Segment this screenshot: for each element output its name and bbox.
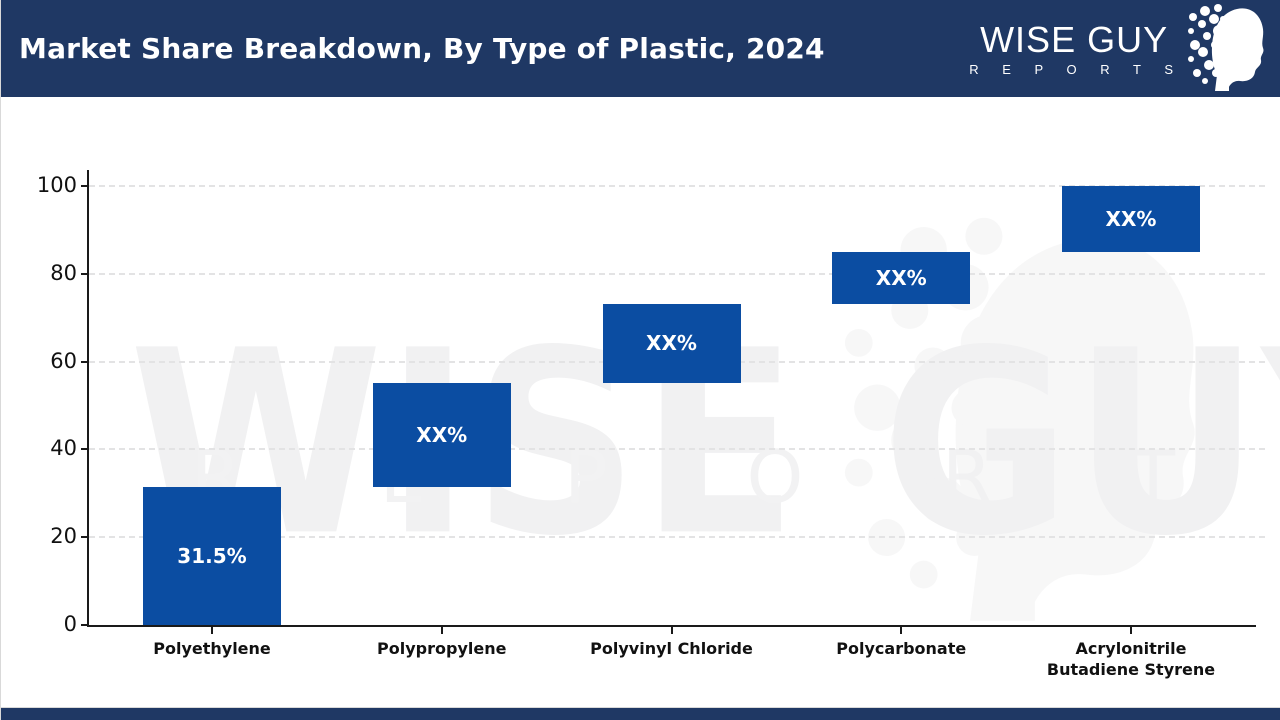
x-axis-label: Polyethylene xyxy=(92,639,332,660)
y-tick xyxy=(81,185,89,187)
y-tick-label: 0 xyxy=(63,612,77,636)
bar: XX% xyxy=(372,382,511,487)
head-silhouette-icon xyxy=(1185,3,1267,95)
y-tick-label: 100 xyxy=(36,173,77,197)
y-tick xyxy=(81,624,89,626)
brand-logo: WISE GUY R E P O R T S xyxy=(965,3,1267,95)
bar-value-label: XX% xyxy=(646,331,697,356)
brand-name: WISE GUY xyxy=(980,18,1169,60)
x-axis-label-line: Polycarbonate xyxy=(836,639,967,658)
y-axis xyxy=(87,170,89,627)
bar-value-label: 31.5% xyxy=(177,543,247,568)
chart-area: WISE GUY R E P O R T S 02040608010031.5%… xyxy=(1,97,1280,707)
bar: XX% xyxy=(602,303,741,383)
x-axis-label: Polyvinyl Chloride xyxy=(552,639,792,660)
bar-value-label: XX% xyxy=(875,265,927,290)
x-axis-label: Polycarbonate xyxy=(781,639,1021,660)
page-title: Market Share Breakdown, By Type of Plast… xyxy=(19,32,825,65)
x-axis-label: Polypropylene xyxy=(322,639,562,660)
brand-wordmark: WISE GUY R E P O R T S xyxy=(965,18,1183,77)
y-tick xyxy=(81,536,89,539)
bar: XX% xyxy=(832,251,971,304)
header-band: Market Share Breakdown, By Type of Plast… xyxy=(1,0,1280,97)
bar: 31.5% xyxy=(143,486,281,625)
bar-value-label: XX% xyxy=(416,422,468,447)
gridline xyxy=(89,448,1265,451)
gridline xyxy=(89,185,1265,187)
x-tick xyxy=(440,627,443,634)
y-tick-label: 20 xyxy=(50,524,77,549)
y-tick-label: 60 xyxy=(50,348,77,373)
x-axis-label-line: Acrylonitrile xyxy=(1075,639,1187,658)
x-axis-label-line: Polyethylene xyxy=(153,639,271,658)
figure-bottom-border xyxy=(1,707,1280,708)
x-tick xyxy=(1130,627,1132,634)
x-tick xyxy=(900,627,903,634)
gridline xyxy=(89,536,1265,539)
watermark-head-silhouette xyxy=(831,167,1211,671)
y-tick-label: 40 xyxy=(50,436,77,461)
x-axis-label-line: Polyvinyl Chloride xyxy=(590,639,753,658)
y-tick xyxy=(81,448,89,451)
y-tick-label: 80 xyxy=(50,260,77,285)
y-tick xyxy=(81,272,89,275)
bar: XX% xyxy=(1062,186,1200,252)
bar-value-label: XX% xyxy=(1105,206,1157,231)
x-axis-label: Acrylonitrile Butadiene Styrene xyxy=(1011,639,1251,681)
gridline xyxy=(89,272,1265,275)
x-tick xyxy=(211,627,213,634)
x-axis xyxy=(87,625,1256,627)
x-tick xyxy=(670,627,673,634)
footer-band xyxy=(1,708,1280,720)
brand-subname: R E P O R T S xyxy=(969,61,1183,77)
y-tick xyxy=(81,360,89,363)
x-axis-label-line: Polypropylene xyxy=(377,639,507,658)
x-axis-label-line: Butadiene Styrene xyxy=(1046,659,1216,679)
